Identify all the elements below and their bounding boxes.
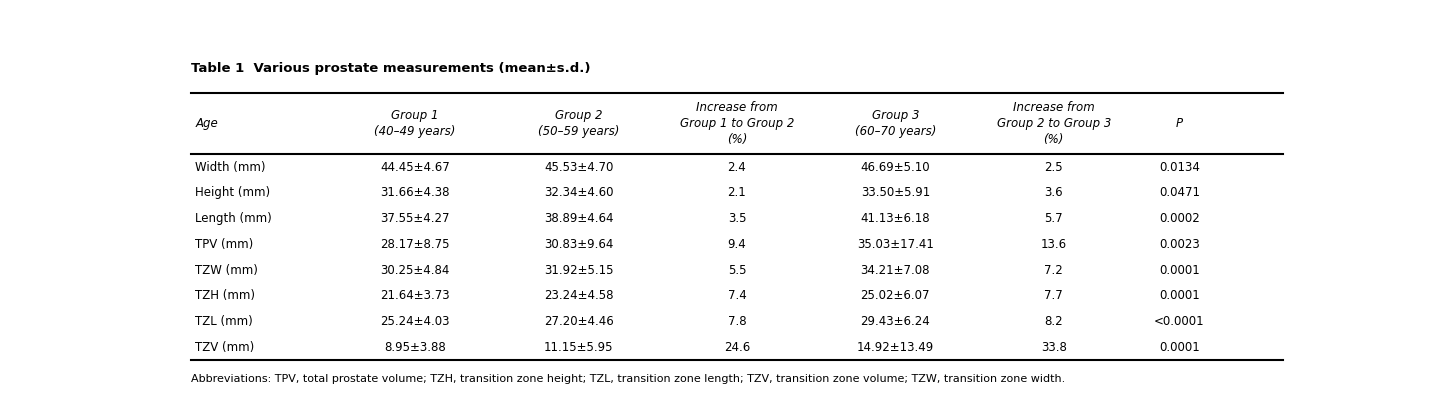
Text: Group 2
(50–59 years): Group 2 (50–59 years) xyxy=(538,109,620,138)
Text: 30.25±4.84: 30.25±4.84 xyxy=(380,264,450,277)
Text: 25.02±6.07: 25.02±6.07 xyxy=(860,289,930,302)
Text: 7.7: 7.7 xyxy=(1044,289,1063,302)
Text: Abbreviations: TPV, total prostate volume; TZH, transition zone height; TZL, tra: Abbreviations: TPV, total prostate volum… xyxy=(191,375,1066,384)
Text: 11.15±5.95: 11.15±5.95 xyxy=(544,341,614,354)
Text: 23.24±4.58: 23.24±4.58 xyxy=(544,289,614,302)
Text: 3.5: 3.5 xyxy=(728,212,746,225)
Text: Group 3
(60–70 years): Group 3 (60–70 years) xyxy=(854,109,936,138)
Text: 24.6: 24.6 xyxy=(723,341,751,354)
Text: 0.0001: 0.0001 xyxy=(1159,341,1199,354)
Text: 0.0134: 0.0134 xyxy=(1159,161,1199,173)
Text: 30.83±9.64: 30.83±9.64 xyxy=(544,238,613,251)
Text: 46.69±5.10: 46.69±5.10 xyxy=(860,161,930,173)
Text: 37.55±4.27: 37.55±4.27 xyxy=(380,212,450,225)
Text: 28.17±8.75: 28.17±8.75 xyxy=(380,238,450,251)
Text: TPV (mm): TPV (mm) xyxy=(196,238,253,251)
Text: 8.95±3.88: 8.95±3.88 xyxy=(384,341,446,354)
Text: 31.66±4.38: 31.66±4.38 xyxy=(380,186,450,200)
Text: 31.92±5.15: 31.92±5.15 xyxy=(544,264,614,277)
Text: TZW (mm): TZW (mm) xyxy=(196,264,259,277)
Text: 44.45±4.67: 44.45±4.67 xyxy=(380,161,450,173)
Text: 13.6: 13.6 xyxy=(1041,238,1067,251)
Text: 25.24±4.03: 25.24±4.03 xyxy=(380,315,450,328)
Text: <0.0001: <0.0001 xyxy=(1153,315,1205,328)
Text: 45.53±4.70: 45.53±4.70 xyxy=(544,161,613,173)
Text: TZV (mm): TZV (mm) xyxy=(196,341,255,354)
Text: Width (mm): Width (mm) xyxy=(196,161,266,173)
Text: 38.89±4.64: 38.89±4.64 xyxy=(544,212,614,225)
Text: 33.8: 33.8 xyxy=(1041,341,1067,354)
Text: 0.0001: 0.0001 xyxy=(1159,264,1199,277)
Text: 21.64±3.73: 21.64±3.73 xyxy=(380,289,450,302)
Text: 33.50±5.91: 33.50±5.91 xyxy=(861,186,930,200)
Text: Increase from
Group 1 to Group 2
(%): Increase from Group 1 to Group 2 (%) xyxy=(680,101,794,146)
Text: 7.4: 7.4 xyxy=(728,289,746,302)
Text: 0.0471: 0.0471 xyxy=(1159,186,1199,200)
Text: P: P xyxy=(1176,117,1183,130)
Text: 2.5: 2.5 xyxy=(1044,161,1063,173)
Text: TZH (mm): TZH (mm) xyxy=(196,289,256,302)
Text: 35.03±17.41: 35.03±17.41 xyxy=(857,238,933,251)
Text: 7.8: 7.8 xyxy=(728,315,746,328)
Text: Group 1
(40–49 years): Group 1 (40–49 years) xyxy=(374,109,456,138)
Text: Increase from
Group 2 to Group 3
(%): Increase from Group 2 to Group 3 (%) xyxy=(997,101,1112,146)
Text: 41.13±6.18: 41.13±6.18 xyxy=(860,212,930,225)
Text: 32.34±4.60: 32.34±4.60 xyxy=(544,186,614,200)
Text: Age: Age xyxy=(196,117,219,130)
Text: 14.92±13.49: 14.92±13.49 xyxy=(857,341,933,354)
Text: 29.43±6.24: 29.43±6.24 xyxy=(860,315,930,328)
Text: Table 1  Various prostate measurements (mean±s.d.): Table 1 Various prostate measurements (m… xyxy=(191,62,591,75)
Text: 0.0001: 0.0001 xyxy=(1159,289,1199,302)
Text: Length (mm): Length (mm) xyxy=(196,212,272,225)
Text: 8.2: 8.2 xyxy=(1044,315,1063,328)
Text: 0.0002: 0.0002 xyxy=(1159,212,1199,225)
Text: 5.5: 5.5 xyxy=(728,264,746,277)
Text: 9.4: 9.4 xyxy=(728,238,746,251)
Text: 5.7: 5.7 xyxy=(1044,212,1063,225)
Text: 3.6: 3.6 xyxy=(1044,186,1063,200)
Text: Height (mm): Height (mm) xyxy=(196,186,270,200)
Text: TZL (mm): TZL (mm) xyxy=(196,315,253,328)
Text: 27.20±4.46: 27.20±4.46 xyxy=(544,315,614,328)
Text: 2.1: 2.1 xyxy=(728,186,746,200)
Text: 7.2: 7.2 xyxy=(1044,264,1063,277)
Text: 0.0023: 0.0023 xyxy=(1159,238,1199,251)
Text: 2.4: 2.4 xyxy=(728,161,746,173)
Text: 34.21±7.08: 34.21±7.08 xyxy=(860,264,930,277)
